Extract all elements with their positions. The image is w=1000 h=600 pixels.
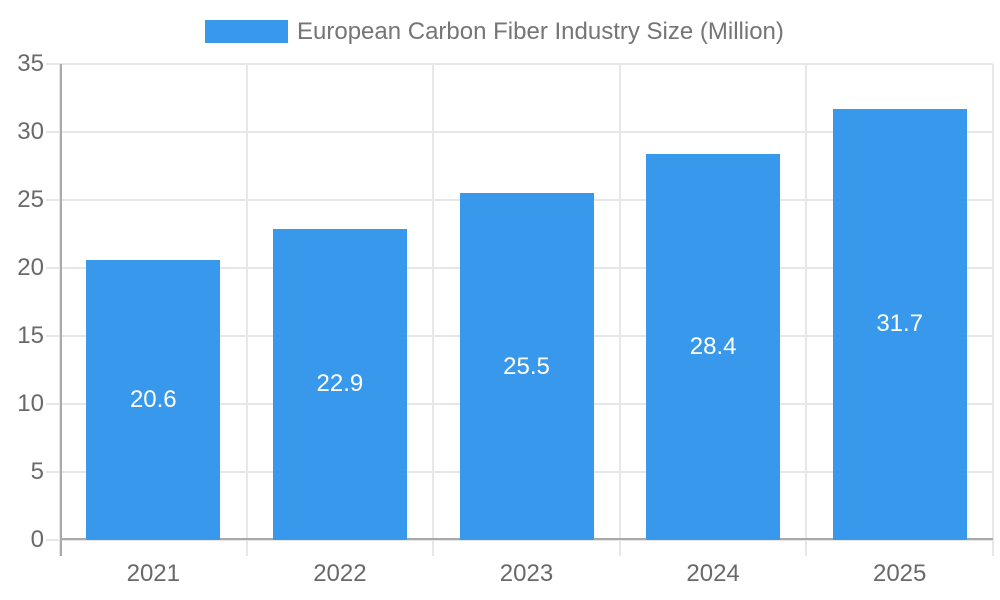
bar-2023[interactable] <box>459 193 594 540</box>
bar-value-label-2025: 31.7 <box>876 310 924 338</box>
bar-value-label-2022: 22.9 <box>316 370 364 398</box>
y-tick-label-0: 0 <box>30 526 44 553</box>
gridline-y-0 <box>46 539 993 541</box>
category-boundary-line-1 <box>245 64 248 556</box>
x-tick-label-2023: 2023 <box>499 560 554 587</box>
y-axis-line <box>60 64 62 556</box>
x-tick-label-2022: 2022 <box>313 560 367 587</box>
x-tick-label-2025: 2025 <box>872 560 927 587</box>
plot-area: 20.6 22.9 25.5 28.4 31.7 <box>46 63 994 556</box>
y-tick-label-30: 30 <box>17 118 44 145</box>
y-tick-label-10: 10 <box>17 390 44 417</box>
bar-value-label-2023: 25.5 <box>503 352 550 380</box>
legend-label: European Carbon Fiber Industry Size (Mil… <box>297 17 784 45</box>
bar-value-label-2021: 20.6 <box>129 385 177 413</box>
y-tick-label-35: 35 <box>17 50 44 77</box>
category-boundary-line-3 <box>618 64 621 556</box>
gridline-y-35 <box>46 63 993 65</box>
category-boundary-line-2 <box>432 64 435 556</box>
legend-swatch <box>205 20 288 43</box>
bar-2021[interactable] <box>86 259 221 540</box>
y-tick-label-5: 5 <box>30 458 44 485</box>
x-tick-label-2021: 2021 <box>126 560 180 587</box>
chart-legend: European Carbon Fiber Industry Size (Mil… <box>205 18 784 45</box>
bar-2025[interactable] <box>832 108 967 540</box>
x-tick-label-2024: 2024 <box>686 560 740 587</box>
y-tick-label-20: 20 <box>17 254 44 281</box>
bar-value-label-2024: 28.4 <box>689 332 737 360</box>
bar-2024[interactable] <box>646 153 781 540</box>
category-boundary-line-5 <box>992 64 994 556</box>
gridline-y-30 <box>46 131 993 133</box>
y-tick-label-15: 15 <box>17 322 44 349</box>
bar-2022[interactable] <box>272 228 407 540</box>
category-boundary-line-4 <box>805 64 808 556</box>
y-tick-label-25: 25 <box>17 186 44 213</box>
